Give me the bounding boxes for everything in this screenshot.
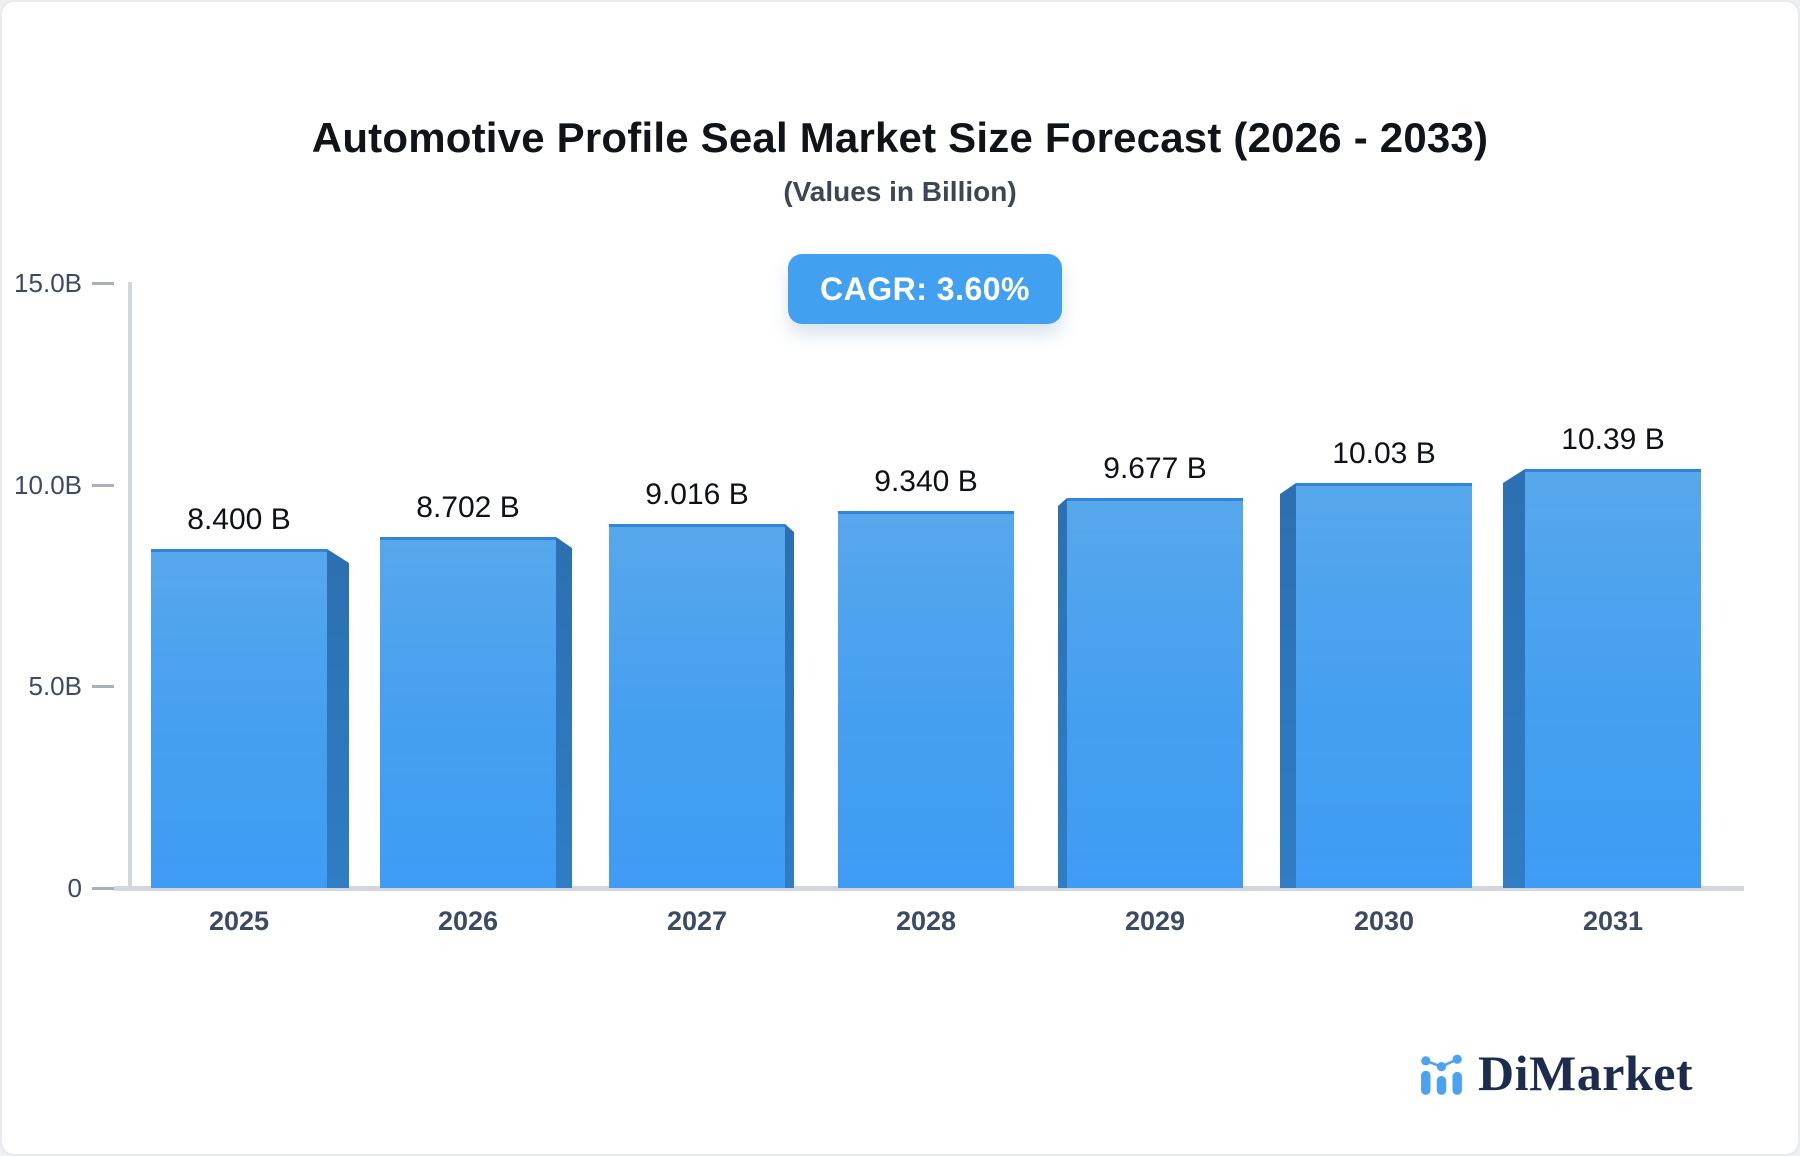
x-axis-line xyxy=(114,886,1744,891)
bar-2028 xyxy=(838,511,1014,888)
value-label-2026: 8.702 B xyxy=(416,491,520,524)
x-axis-label-2026: 2026 xyxy=(437,906,499,936)
page-title: Automotive Profile Seal Market Size Fore… xyxy=(311,114,1489,161)
bar-2027 xyxy=(609,524,785,888)
x-axis-label-2028: 2028 xyxy=(895,906,957,936)
cagr-badge-label: CAGR: 3.60% xyxy=(820,270,1030,307)
value-label-2025: 8.400 B xyxy=(187,503,291,536)
value-label-2030: 10.03 B xyxy=(1332,437,1436,470)
bar-2031 xyxy=(1525,469,1701,888)
dimarket-logo-icon xyxy=(1421,1054,1462,1095)
y-axis-label-0: 0 xyxy=(67,873,82,903)
y-axis-label-5.0B: 5.0B xyxy=(28,671,83,702)
y-axis-label-10.0B: 10.0B xyxy=(14,469,82,500)
bar-side-2030 xyxy=(1280,483,1296,888)
x-axis-label-2029: 2029 xyxy=(1124,906,1186,936)
y-axis-tick-15.0B xyxy=(92,282,114,286)
bar-2029 xyxy=(1067,498,1243,888)
dimarket-logo-text: DiMarket xyxy=(1478,1045,1694,1101)
bar-side-2031 xyxy=(1503,469,1525,888)
x-axis-label-2030: 2030 xyxy=(1353,906,1415,936)
y-axis-tick-0 xyxy=(92,887,114,890)
x-axis-label-2027: 2027 xyxy=(666,906,728,936)
x-axis-label-2031: 2031 xyxy=(1582,906,1644,936)
bar-side-2026 xyxy=(556,537,572,888)
bar-side-2025 xyxy=(327,549,349,888)
value-label-2029: 9.677 B xyxy=(1103,452,1207,485)
y-axis-label-15.0B: 15.0B xyxy=(14,268,82,299)
y-axis-tick-5.0B xyxy=(92,685,114,689)
dimarket-logo: DiMarket xyxy=(1420,1042,1693,1098)
value-label-2028: 9.340 B xyxy=(874,465,978,498)
bar-side-2027 xyxy=(785,524,794,888)
y-axis-line xyxy=(128,282,132,890)
bar-2026 xyxy=(380,537,556,888)
y-axis-tick-10.0B xyxy=(92,483,114,487)
cagr-badge: CAGR: 3.60% xyxy=(788,254,1062,324)
page-subtitle: (Values in Billion) xyxy=(783,176,1017,207)
x-axis-label-2025: 2025 xyxy=(208,906,270,936)
value-label-2031: 10.39 B xyxy=(1561,423,1665,456)
bar-2025 xyxy=(151,549,327,888)
bar-side-2029 xyxy=(1058,498,1067,888)
bar-2030 xyxy=(1296,483,1472,888)
value-label-2027: 9.016 B xyxy=(645,478,749,511)
